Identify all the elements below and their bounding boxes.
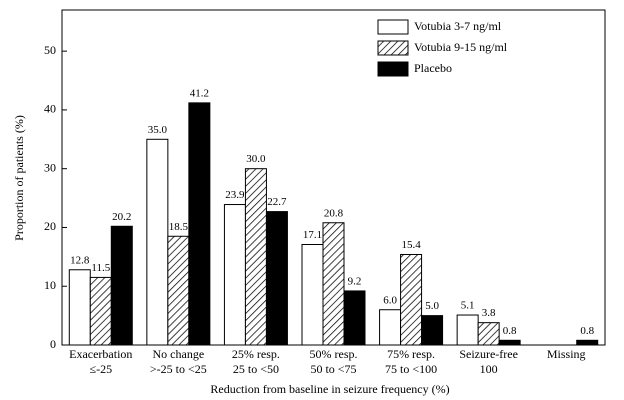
bar xyxy=(89,276,112,346)
bar xyxy=(68,269,91,346)
bar xyxy=(379,309,402,346)
value-label: 20.8 xyxy=(324,207,344,219)
bar xyxy=(188,102,211,346)
value-label: 23.9 xyxy=(225,189,245,201)
legend-label: Votubia 3-7 ng/ml xyxy=(414,19,502,33)
bar xyxy=(400,253,423,346)
legend-label: Placebo xyxy=(414,61,452,75)
y-tick-label: 10 xyxy=(44,278,56,292)
value-label: 30.0 xyxy=(246,153,266,165)
value-label: 18.5 xyxy=(169,221,189,233)
y-tick-label: 20 xyxy=(44,219,56,233)
bar xyxy=(110,225,133,346)
bar xyxy=(421,315,444,346)
x-tick-label: 100 xyxy=(480,362,498,376)
x-tick-label: Missing xyxy=(547,347,586,361)
value-label: 6.0 xyxy=(383,294,397,306)
value-label: 12.8 xyxy=(70,254,90,266)
x-tick-label: 25% resp. xyxy=(232,347,280,361)
x-tick-label: 50% resp. xyxy=(310,347,358,361)
bar xyxy=(576,339,599,346)
legend-swatch xyxy=(377,19,409,35)
bar xyxy=(343,290,366,346)
bar xyxy=(322,222,345,346)
value-label: 5.0 xyxy=(425,300,439,312)
value-label: 3.8 xyxy=(482,307,496,319)
bar xyxy=(167,235,190,346)
value-label: 22.7 xyxy=(267,196,287,208)
y-tick-label: 30 xyxy=(44,160,56,174)
value-label: 41.2 xyxy=(190,87,209,99)
value-label: 5.1 xyxy=(461,300,475,312)
value-label: 15.4 xyxy=(401,239,421,251)
legend-swatch xyxy=(377,40,409,56)
y-axis-label: Proportion of patients (%) xyxy=(12,115,26,241)
bar xyxy=(223,204,246,346)
x-tick-label: No change xyxy=(153,347,205,361)
bar xyxy=(265,211,288,346)
x-axis-label: Reduction from baseline in seizure frequ… xyxy=(210,382,449,396)
y-tick-label: 0 xyxy=(50,337,56,351)
bar xyxy=(456,314,479,346)
value-label: 35.0 xyxy=(148,124,168,136)
bar xyxy=(498,339,521,346)
x-tick-label: Seizure-free xyxy=(459,347,518,361)
y-tick-label: 40 xyxy=(44,102,56,116)
legend-swatch xyxy=(377,61,409,77)
x-tick-label: 25 to <50 xyxy=(233,362,279,376)
bar xyxy=(244,168,267,346)
value-label: 0.8 xyxy=(580,325,594,337)
value-label: 11.5 xyxy=(91,262,110,274)
x-tick-label: 50 to <75 xyxy=(310,362,356,376)
x-tick-label: 75 to <100 xyxy=(385,362,437,376)
value-label: 20.2 xyxy=(112,211,131,223)
value-label: 9.2 xyxy=(348,275,362,287)
bar xyxy=(301,244,324,346)
bar xyxy=(477,322,500,346)
x-tick-label: 75% resp. xyxy=(387,347,435,361)
x-tick-label: Exacerbation xyxy=(69,347,132,361)
value-label: 17.1 xyxy=(303,229,322,241)
legend-label: Votubia 9-15 ng/ml xyxy=(414,40,508,54)
value-label: 0.8 xyxy=(503,325,517,337)
x-tick-label: >-25 to <25 xyxy=(150,362,207,376)
bar xyxy=(146,138,169,346)
x-tick-label: ≤-25 xyxy=(89,362,112,376)
y-tick-label: 50 xyxy=(44,43,56,57)
